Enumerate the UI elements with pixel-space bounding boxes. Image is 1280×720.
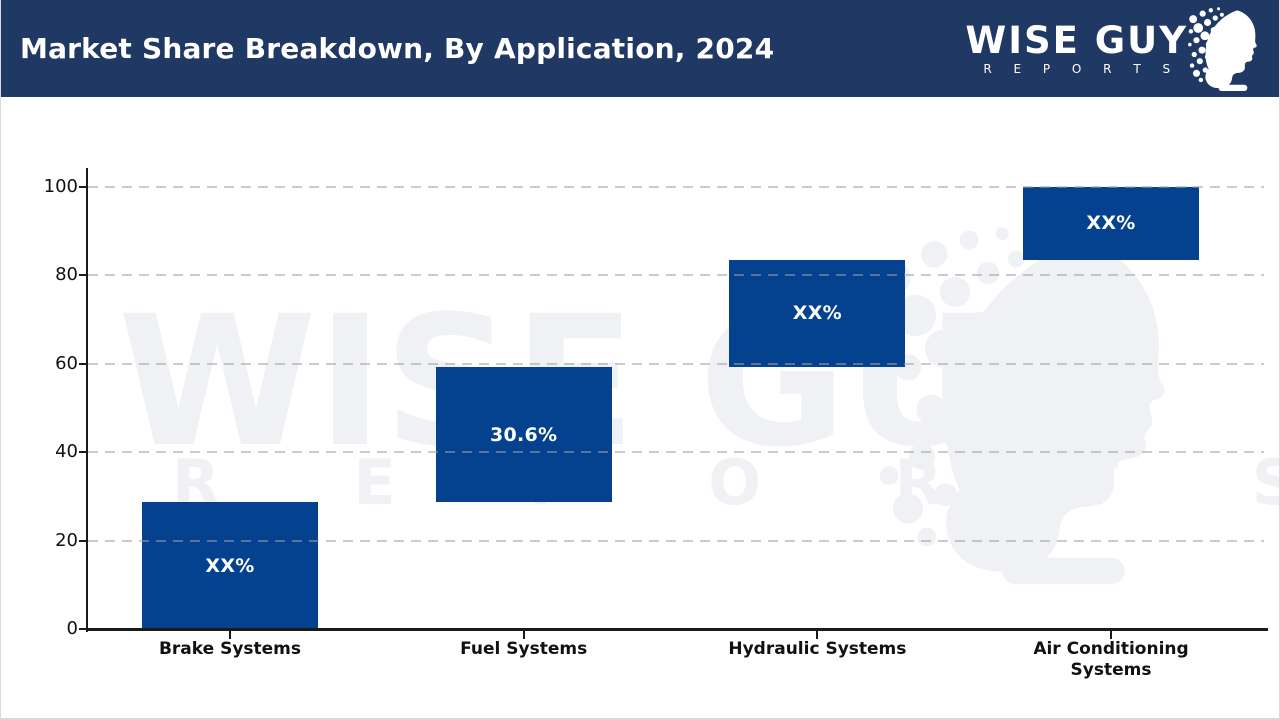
y-tick-60: [79, 362, 86, 365]
y-tick-label-60: 60: [55, 352, 78, 374]
logo-subtext: R E P O R T S: [983, 61, 1180, 76]
bar-value-label: XX%: [792, 302, 843, 325]
logo-wordmark: WISE GUY: [965, 18, 1188, 62]
category-label-brake-systems: Brake Systems: [158, 639, 302, 659]
y-tick-label-40: 40: [55, 441, 78, 463]
wise-guy-logo: WISE GUY R E P O R T S: [965, 7, 1262, 91]
y-tick-100: [79, 186, 86, 188]
header-bar: Market Share Breakdown, By Application, …: [0, 0, 1280, 97]
y-tick-80: [79, 274, 86, 277]
bar-value-label: XX%: [205, 554, 255, 577]
gridline-100: [88, 186, 1264, 188]
logo-text: WISE GUY R E P O R T S: [965, 22, 1188, 76]
y-tick-label-80: 80: [55, 264, 78, 286]
gridline-20: [88, 539, 1264, 542]
bar-hydraulic-systems: XX%: [729, 259, 906, 367]
y-tick-0: [79, 628, 86, 630]
y-tick-label-20: 20: [55, 529, 78, 551]
chart-title: Market Share Breakdown, By Application, …: [20, 32, 775, 65]
bar-value-label: XX%: [1086, 212, 1136, 235]
y-tick-40: [79, 451, 86, 454]
y-tick-label-0: 0: [66, 618, 78, 639]
x-tick-1: [229, 631, 231, 639]
bar-fuel-systems: 30.6%: [435, 366, 612, 503]
logo-head-icon: [1184, 7, 1262, 91]
bar-brake-systems: XX%: [142, 502, 318, 629]
bar-air-conditioning-systems: XX%: [1023, 187, 1199, 260]
gridline-40: [88, 451, 1264, 454]
category-label-fuel-systems: Fuel Systems: [460, 639, 588, 659]
y-tick-20: [79, 539, 86, 542]
watermark-head-icon: [862, 226, 1180, 584]
category-label-air-conditioning-systems: Air Conditioning Systems: [1033, 639, 1189, 681]
gridline-60: [88, 362, 1264, 365]
bar-value-label: 30.6%: [489, 423, 558, 446]
x-tick-2: [522, 631, 525, 639]
x-axis-line: [86, 628, 1268, 631]
x-tick-4: [1110, 631, 1112, 639]
y-axis-line: [86, 168, 88, 632]
x-tick-3: [816, 631, 819, 639]
y-tick-label-100: 100: [43, 176, 78, 197]
gridline-80: [88, 274, 1264, 277]
category-label-hydraulic-systems: Hydraulic Systems: [728, 639, 907, 659]
